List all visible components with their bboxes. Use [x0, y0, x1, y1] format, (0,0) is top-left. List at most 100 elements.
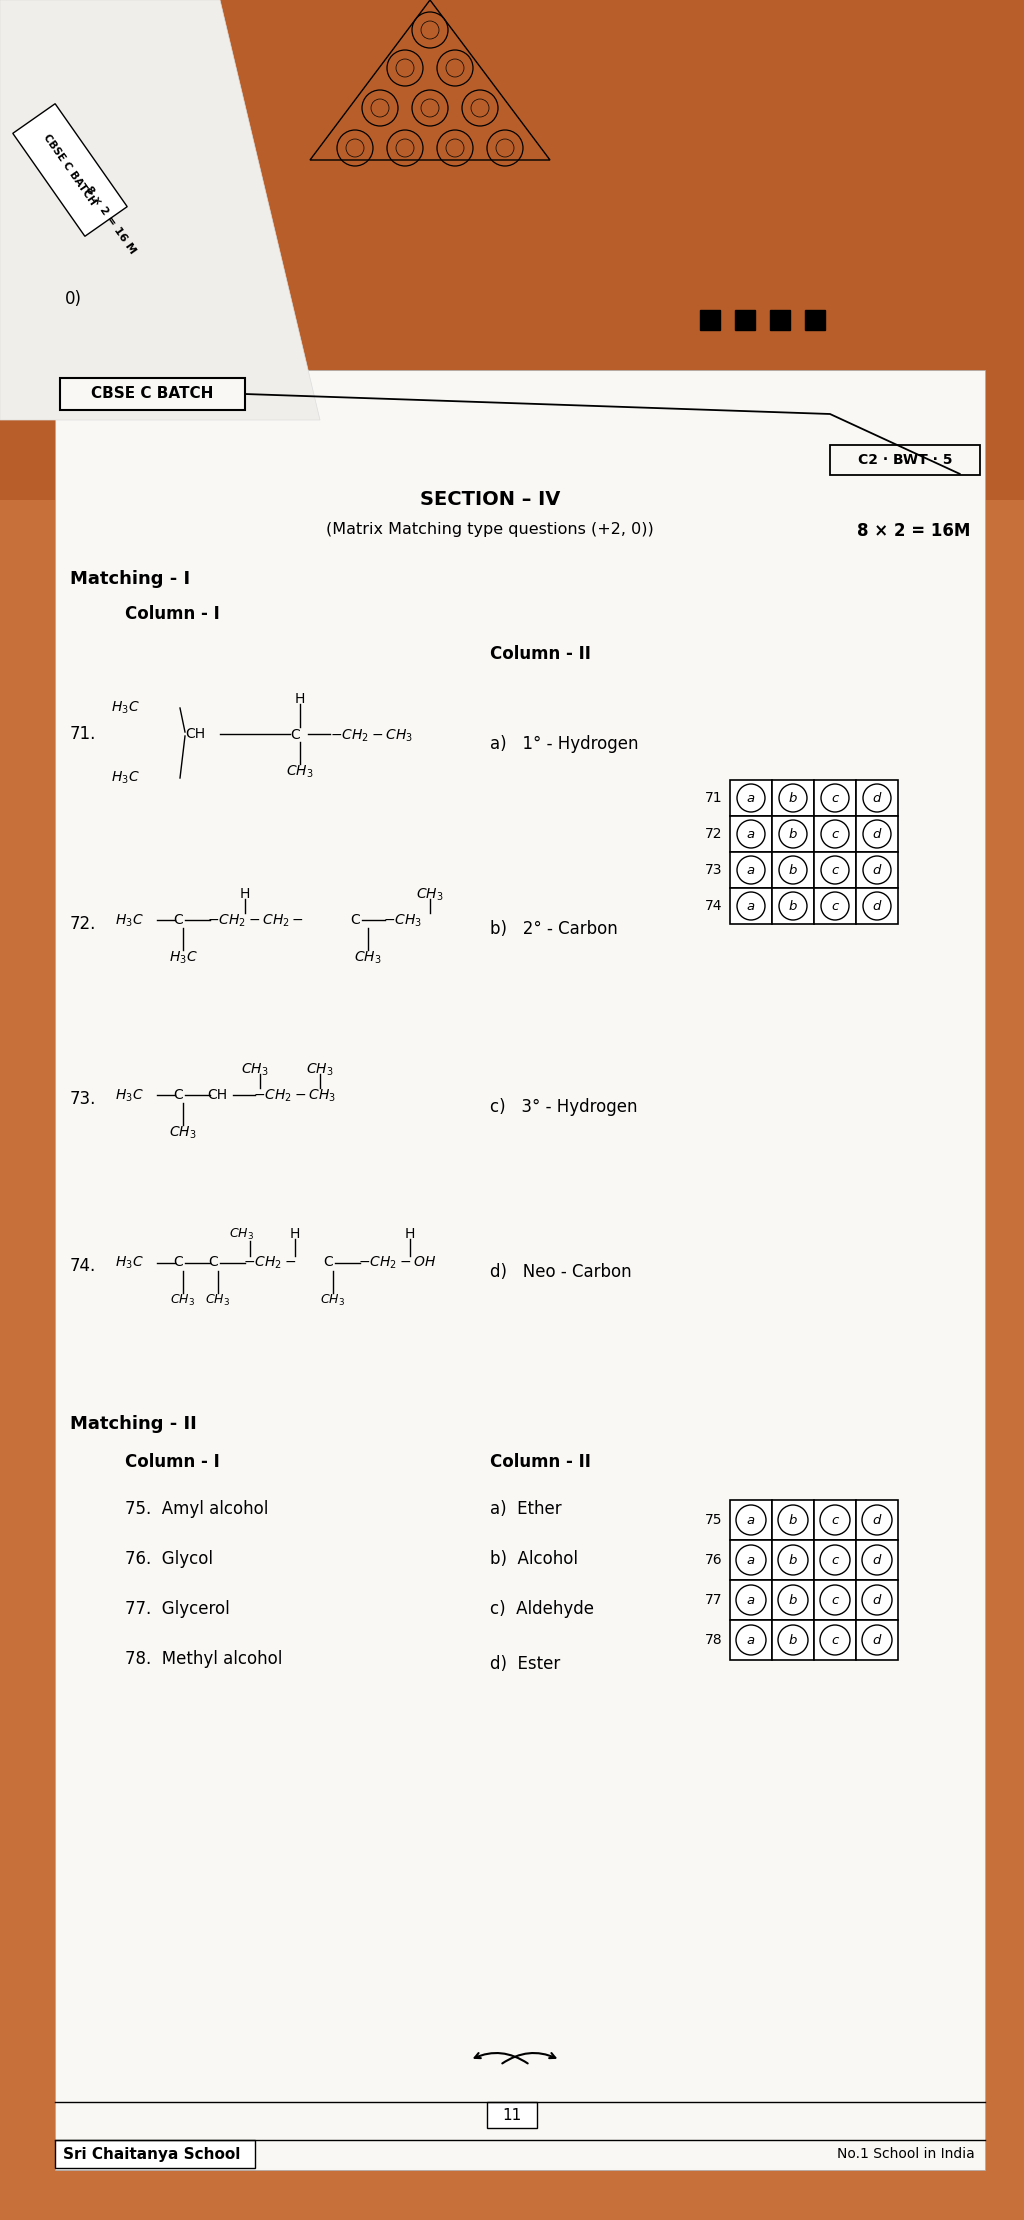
Text: $-CH_2-CH_3$: $-CH_2-CH_3$: [330, 728, 413, 744]
Bar: [730, 1581, 772, 1621]
Text: c)   3° - Hydrogen: c) 3° - Hydrogen: [490, 1099, 638, 1117]
Bar: [814, 817, 856, 852]
Text: C2 · BWT · 5: C2 · BWT · 5: [858, 453, 952, 466]
Bar: [730, 1501, 772, 1541]
Text: 76.  Glycol: 76. Glycol: [125, 1550, 213, 1567]
Text: c: c: [831, 899, 839, 912]
Text: b: b: [788, 1514, 798, 1527]
Bar: [805, 311, 825, 331]
Bar: [772, 1581, 814, 1621]
Text: a: a: [746, 793, 755, 804]
Bar: [55, 2140, 255, 2169]
Text: 71: 71: [705, 790, 722, 806]
Text: d)   Neo - Carbon: d) Neo - Carbon: [490, 1263, 632, 1281]
Text: 78: 78: [705, 1634, 722, 1647]
Text: c: c: [831, 1594, 839, 1607]
Text: 75.  Amyl alcohol: 75. Amyl alcohol: [125, 1501, 268, 1518]
Bar: [856, 1541, 898, 1581]
Text: $CH_3$: $CH_3$: [287, 764, 313, 781]
Text: CBSE C BATCH: CBSE C BATCH: [91, 386, 214, 402]
Text: $CH_3$: $CH_3$: [171, 1292, 196, 1308]
Text: d: d: [872, 1554, 882, 1567]
Bar: [735, 311, 755, 331]
Text: 78.  Methyl alcohol: 78. Methyl alcohol: [125, 1649, 283, 1667]
Text: d: d: [872, 864, 882, 877]
Text: b: b: [788, 828, 798, 841]
Text: a: a: [746, 1594, 755, 1607]
Text: C: C: [323, 1254, 333, 1270]
Text: Column - I: Column - I: [125, 1454, 220, 1472]
Text: 71.: 71.: [70, 726, 96, 744]
Text: 0): 0): [65, 291, 82, 309]
Text: C: C: [208, 1254, 218, 1270]
Text: 11: 11: [503, 2107, 521, 2122]
Bar: [730, 888, 772, 924]
Bar: [772, 779, 814, 817]
Text: H: H: [295, 693, 305, 706]
Bar: [814, 852, 856, 888]
Text: $CH_3$: $CH_3$: [321, 1292, 345, 1308]
Bar: [856, 888, 898, 924]
Text: SECTION – IV: SECTION – IV: [420, 491, 560, 508]
Text: No.1 School in India: No.1 School in India: [838, 2147, 975, 2160]
Text: H: H: [404, 1228, 415, 1241]
Text: $H_3C$: $H_3C$: [112, 770, 140, 786]
Text: c: c: [831, 864, 839, 877]
Bar: [772, 852, 814, 888]
Text: a: a: [746, 864, 755, 877]
Text: Matching - I: Matching - I: [70, 571, 190, 588]
Text: $CH_3$: $CH_3$: [242, 1061, 268, 1079]
Text: a: a: [746, 899, 755, 912]
Text: 74.: 74.: [70, 1257, 96, 1274]
Text: $CH_3$: $CH_3$: [416, 888, 443, 904]
Text: Column - I: Column - I: [125, 606, 220, 624]
Text: b)   2° - Carbon: b) 2° - Carbon: [490, 919, 617, 939]
Bar: [814, 1501, 856, 1541]
Text: Sri Chaitanya School: Sri Chaitanya School: [63, 2147, 241, 2162]
Bar: [856, 779, 898, 817]
Bar: [814, 888, 856, 924]
Bar: [730, 852, 772, 888]
Text: C: C: [290, 728, 300, 741]
Text: 73: 73: [705, 864, 722, 877]
Text: H: H: [290, 1228, 300, 1241]
Text: a: a: [746, 1554, 755, 1567]
Text: d)  Ester: d) Ester: [490, 1654, 560, 1674]
Text: b: b: [788, 793, 798, 804]
Text: $-CH_2-CH_3$: $-CH_2-CH_3$: [253, 1088, 336, 1103]
Text: 72: 72: [705, 828, 722, 841]
Bar: [772, 888, 814, 924]
Text: (Matrix Matching type questions (+2, 0)): (Matrix Matching type questions (+2, 0)): [326, 522, 654, 537]
Bar: [730, 779, 772, 817]
Bar: [772, 1501, 814, 1541]
Text: Column - II: Column - II: [490, 1454, 591, 1472]
Bar: [770, 311, 790, 331]
Text: 8 × 2 = 16 M: 8 × 2 = 16 M: [83, 184, 137, 255]
Text: b: b: [788, 864, 798, 877]
Text: Column - II: Column - II: [490, 646, 591, 664]
Bar: [856, 1621, 898, 1661]
Text: a: a: [746, 1634, 755, 1647]
Bar: [772, 1621, 814, 1661]
Text: $CH_3$: $CH_3$: [354, 950, 382, 966]
Text: a: a: [746, 1514, 755, 1527]
Text: C: C: [173, 1088, 182, 1101]
Text: 77: 77: [705, 1594, 722, 1607]
Text: $CH_3$: $CH_3$: [206, 1292, 230, 1308]
Text: C: C: [173, 1254, 182, 1270]
Text: $H_3C$: $H_3C$: [169, 950, 198, 966]
Bar: [856, 1581, 898, 1621]
Text: c: c: [831, 793, 839, 804]
Bar: [856, 1501, 898, 1541]
Text: $-CH_2-OH$: $-CH_2-OH$: [358, 1254, 436, 1272]
Text: $CH_3$: $CH_3$: [306, 1061, 334, 1079]
Text: d: d: [872, 828, 882, 841]
Text: C: C: [350, 912, 359, 928]
Text: $H_3C$: $H_3C$: [115, 1254, 143, 1272]
Text: d: d: [872, 1634, 882, 1647]
Bar: [814, 1621, 856, 1661]
Text: Matching - II: Matching - II: [70, 1414, 197, 1432]
Text: $-CH_3$: $-CH_3$: [383, 912, 422, 930]
Text: a)   1° - Hydrogen: a) 1° - Hydrogen: [490, 735, 639, 753]
Text: c: c: [831, 1514, 839, 1527]
